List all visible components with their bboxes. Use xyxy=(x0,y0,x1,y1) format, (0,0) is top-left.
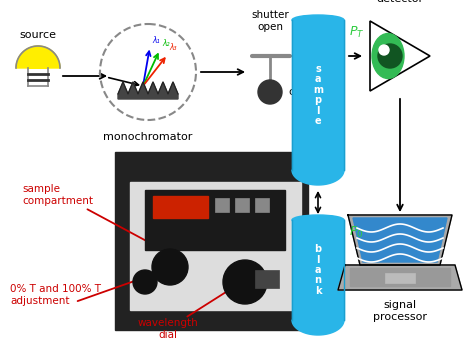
Circle shape xyxy=(258,80,282,104)
Text: $P_0$: $P_0$ xyxy=(349,224,364,239)
Bar xyxy=(235,198,249,212)
Bar xyxy=(255,270,279,288)
Circle shape xyxy=(152,249,188,285)
Text: s
a
m
p
l
e: s a m p l e xyxy=(313,64,323,126)
Bar xyxy=(115,152,308,330)
Polygon shape xyxy=(338,265,462,290)
Polygon shape xyxy=(292,170,344,185)
Bar xyxy=(350,268,450,286)
Bar xyxy=(130,182,301,310)
Ellipse shape xyxy=(372,33,404,79)
Text: closed: closed xyxy=(288,87,322,97)
Text: sample
compartment: sample compartment xyxy=(22,184,93,206)
Polygon shape xyxy=(348,215,452,265)
Bar xyxy=(255,198,269,212)
Polygon shape xyxy=(16,46,60,68)
Text: λ₁: λ₁ xyxy=(152,35,159,45)
Polygon shape xyxy=(353,218,447,262)
Text: 0% T and 100% T
adjustment: 0% T and 100% T adjustment xyxy=(10,284,101,306)
Polygon shape xyxy=(370,21,430,91)
Text: monochromator: monochromator xyxy=(103,132,193,142)
Ellipse shape xyxy=(292,15,344,25)
Bar xyxy=(292,220,344,320)
Text: λ₃: λ₃ xyxy=(170,44,177,53)
Text: b
l
a
n
k: b l a n k xyxy=(314,244,321,296)
Text: wavelength
dial: wavelength dial xyxy=(137,318,199,340)
Text: signal
processor: signal processor xyxy=(373,300,427,322)
Circle shape xyxy=(379,45,389,55)
Circle shape xyxy=(223,260,267,304)
Bar xyxy=(292,20,344,170)
Circle shape xyxy=(378,44,402,68)
Text: shutter
open: shutter open xyxy=(251,10,289,32)
Text: source: source xyxy=(19,30,56,40)
Polygon shape xyxy=(118,82,178,99)
Bar xyxy=(215,198,229,212)
Bar xyxy=(145,190,285,250)
Text: detector: detector xyxy=(376,0,424,4)
Polygon shape xyxy=(292,320,344,335)
Ellipse shape xyxy=(292,215,344,225)
Bar xyxy=(153,196,208,218)
Bar xyxy=(385,273,415,283)
Text: $P_T$: $P_T$ xyxy=(349,24,365,40)
Text: λ₂: λ₂ xyxy=(162,39,169,48)
Circle shape xyxy=(133,270,157,294)
